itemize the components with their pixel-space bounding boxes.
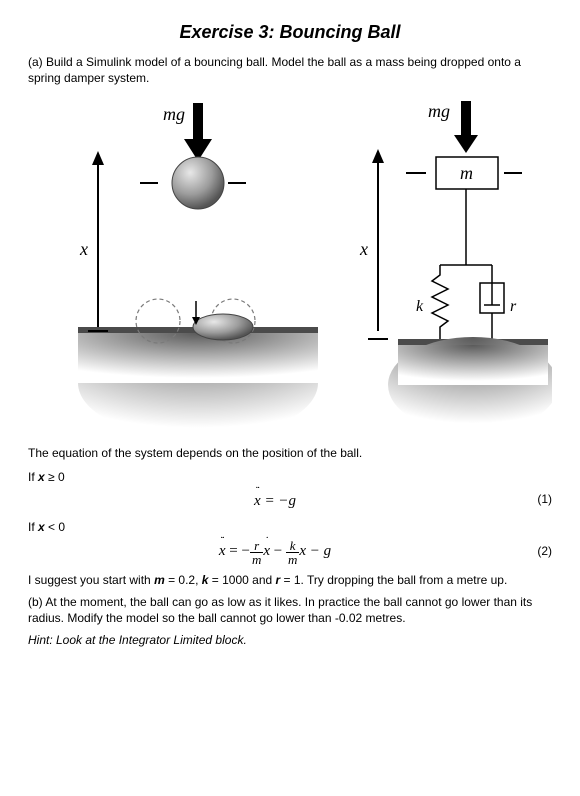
eq1-xddot: x xyxy=(254,487,261,511)
page-title: Exercise 3: Bouncing Ball xyxy=(28,20,552,44)
label-x-right: x xyxy=(359,239,368,259)
cond2-var: x xyxy=(38,520,45,534)
suggestion: I suggest you start with m = 0.2, k = 10… xyxy=(28,572,552,588)
label-mg-right: mg xyxy=(428,101,450,121)
figure: mg x xyxy=(28,95,552,435)
eq2-xdot: x xyxy=(263,537,270,561)
m-symbol: m xyxy=(154,573,165,587)
ball-icon xyxy=(172,157,224,209)
eq2-xddot: x xyxy=(219,537,226,561)
equation-1-number: (1) xyxy=(522,491,552,507)
eq2-eq: = − xyxy=(226,543,250,559)
squashed-ball-icon xyxy=(193,314,253,340)
label-m: m xyxy=(460,163,473,183)
cond1-prefix: If xyxy=(28,470,38,484)
label-k: k xyxy=(416,298,424,315)
label-x-left: x xyxy=(79,239,88,259)
equation-2: x = −rmx − kmx − g xyxy=(28,537,522,565)
suggest-r: = 1. Try dropping the ball from a metre … xyxy=(280,573,507,587)
paragraph-a: (a) Build a Simulink model of a bouncing… xyxy=(28,54,552,86)
equation-2-row: x = −rmx − kmx − g (2) xyxy=(28,537,552,565)
page: Exercise 3: Bouncing Ball (a) Build a Si… xyxy=(0,0,580,796)
spring-icon xyxy=(432,265,448,339)
suggest-k: = 1000 and xyxy=(208,573,275,587)
suggest-m: = 0.2, xyxy=(165,573,202,587)
eq2-m2: m xyxy=(286,553,299,566)
equation-intro: The equation of the system depends on th… xyxy=(28,445,552,461)
equation-1: x = −g xyxy=(28,487,522,511)
cond2-rest: < 0 xyxy=(45,520,65,534)
cond2-prefix: If xyxy=(28,520,38,534)
diagram-svg: mg x xyxy=(28,95,552,435)
eq2-minus: − xyxy=(270,543,286,559)
label-mg-left: mg xyxy=(163,104,185,124)
eq1-rhs: = −g xyxy=(261,493,296,509)
cond1-var: x xyxy=(38,470,45,484)
eq2-tail: − g xyxy=(306,543,331,559)
eq2-m1: m xyxy=(250,553,263,566)
equation-2-number: (2) xyxy=(522,543,552,559)
condition-1: If x ≥ 0 xyxy=(28,469,552,485)
condition-2: If x < 0 xyxy=(28,519,552,535)
paragraph-b: (b) At the moment, the ball can go as lo… xyxy=(28,594,552,626)
eq2-k: k xyxy=(286,539,299,553)
hint: Hint: Look at the Integrator Limited blo… xyxy=(28,632,552,648)
label-r: r xyxy=(510,298,517,315)
suggest-pre: I suggest you start with xyxy=(28,573,154,587)
eq2-r: r xyxy=(250,539,263,553)
equation-1-row: x = −g (1) xyxy=(28,487,552,511)
cond1-rest: ≥ 0 xyxy=(45,470,65,484)
